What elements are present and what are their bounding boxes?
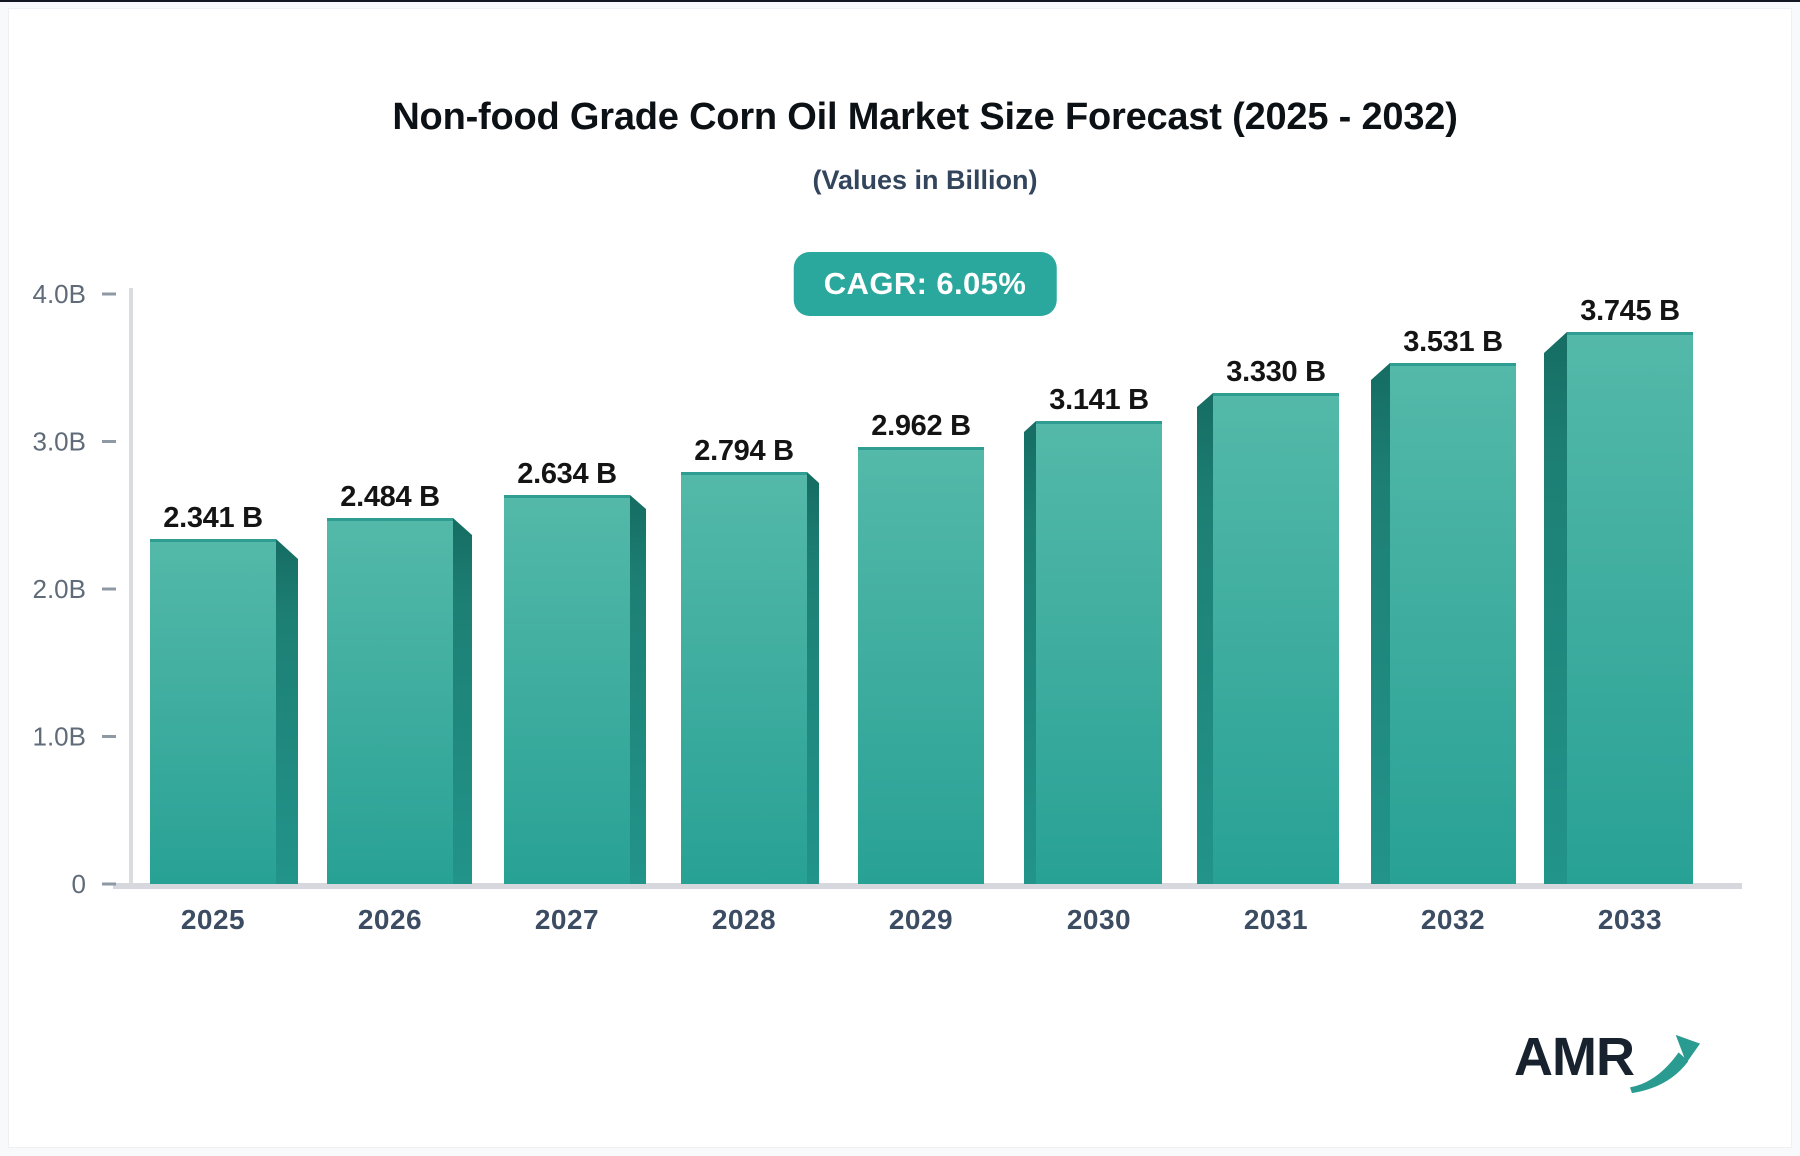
bar-front-face <box>681 472 807 884</box>
year-label: 2030 <box>1067 904 1131 935</box>
bar-front-face <box>1036 421 1162 884</box>
y-tick-label: 3.0B <box>33 427 87 457</box>
bar-side-face <box>1197 393 1213 884</box>
value-label: 2.484 B <box>340 481 439 513</box>
year-label: 2033 <box>1598 904 1662 935</box>
labels-group: 2.341 B 2025 2.484 B 2026 2.634 B 2027 2.794 B… <box>163 295 1680 935</box>
value-label: 3.141 B <box>1049 384 1148 416</box>
amr-logo-text: AMR <box>1514 1027 1635 1087</box>
value-label: 3.745 B <box>1580 295 1679 327</box>
bar-front-face <box>504 495 630 884</box>
bar-top-edge <box>1036 421 1162 424</box>
bar-side-face <box>276 539 298 884</box>
bar-top-edge <box>150 539 276 542</box>
screenshot-top-border <box>0 0 1800 2</box>
bar-top-edge <box>681 472 807 475</box>
bar-side-face <box>630 495 646 884</box>
bar-front-face <box>1567 332 1693 884</box>
bar-top-edge <box>858 447 984 450</box>
bar-2033 <box>1544 332 1693 884</box>
bar-2027 <box>504 495 646 884</box>
year-label: 2029 <box>889 904 953 935</box>
x-axis-baseline <box>113 883 1742 889</box>
value-label: 2.634 B <box>517 458 616 490</box>
year-label: 2028 <box>712 904 776 935</box>
bar-2025 <box>150 539 298 884</box>
bar-side-face <box>1024 421 1036 884</box>
bar-front-face <box>327 518 453 884</box>
bar-side-face <box>453 518 472 884</box>
bar-front-face <box>858 447 984 884</box>
year-label: 2026 <box>358 904 422 935</box>
value-label: 3.330 B <box>1226 356 1325 388</box>
y-tick-label: 1.0B <box>33 722 87 752</box>
year-label: 2032 <box>1421 904 1485 935</box>
y-axis: 0 1.0B 2.0B 3.0B 4.0B <box>33 279 1742 899</box>
cagr-badge: CAGR: 6.05% <box>793 252 1057 316</box>
bar-top-edge <box>1390 363 1516 366</box>
bar-top-edge <box>1567 332 1693 335</box>
bar-side-face <box>1371 363 1390 884</box>
bar-2026 <box>327 518 472 884</box>
y-axis-line <box>129 288 133 888</box>
trend-up-arrow-icon <box>1630 1034 1700 1094</box>
chart-title: Non-food Grade Corn Oil Market Size Fore… <box>392 96 1458 138</box>
bar-top-edge <box>1213 393 1339 396</box>
chart-subtitle: (Values in Billion) <box>812 165 1038 195</box>
year-label: 2025 <box>181 904 245 935</box>
value-label: 2.794 B <box>694 435 793 467</box>
y-tick-label: 0 <box>72 869 86 899</box>
bar-2029 <box>858 447 984 884</box>
bar-top-edge <box>504 495 630 498</box>
bar-side-face <box>1544 332 1567 884</box>
y-tick-label: 2.0B <box>33 574 87 604</box>
value-label: 2.962 B <box>871 410 970 442</box>
y-tick-label: 4.0B <box>33 279 87 309</box>
bar-side-face <box>807 472 819 884</box>
bar-2030 <box>1024 421 1162 884</box>
bar-front-face <box>150 539 276 884</box>
amr-logo: AMR <box>1514 1030 1700 1096</box>
bar-2031 <box>1197 393 1339 884</box>
value-label: 2.341 B <box>163 502 262 534</box>
value-label: 3.531 B <box>1403 326 1502 358</box>
year-label: 2027 <box>535 904 599 935</box>
bar-2032 <box>1371 363 1516 884</box>
bar-2028 <box>681 472 819 884</box>
bar-top-edge <box>327 518 453 521</box>
year-label: 2031 <box>1244 904 1308 935</box>
bar-front-face <box>1213 393 1339 884</box>
bar-front-face <box>1390 363 1516 884</box>
bars-group <box>150 332 1693 884</box>
